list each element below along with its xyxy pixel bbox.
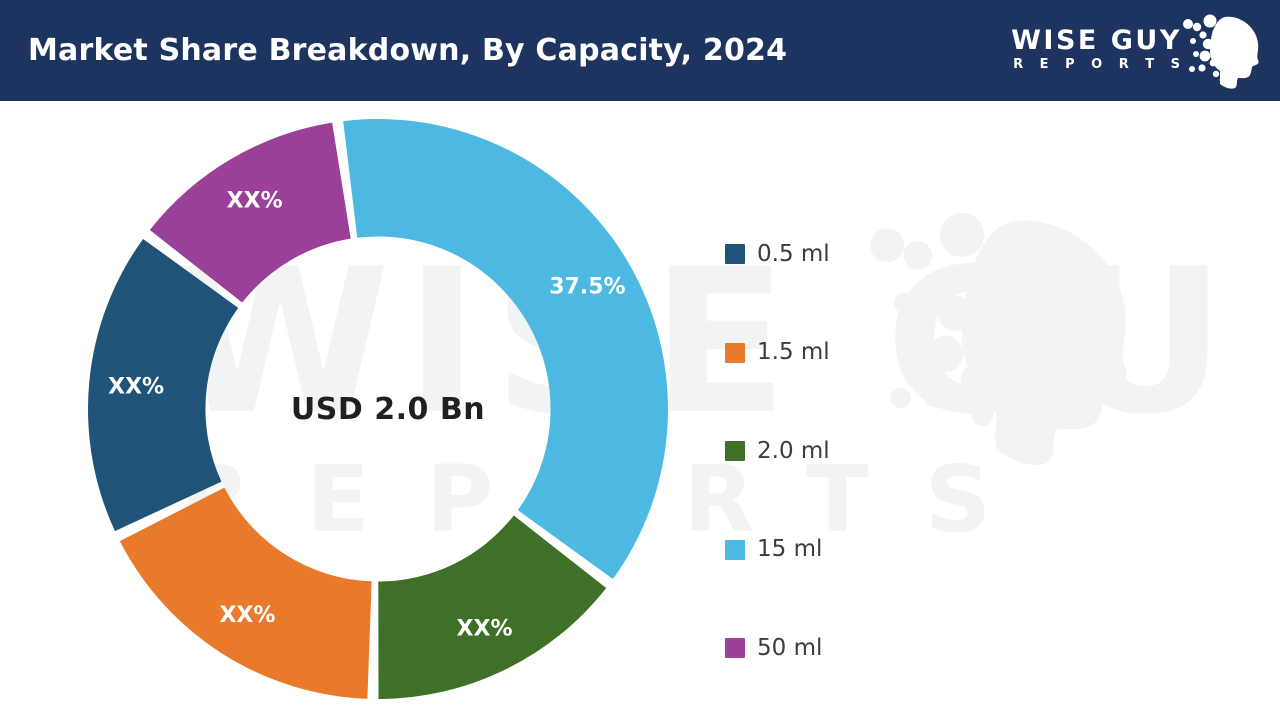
legend-swatch	[725, 342, 745, 363]
page-header: Market Share Breakdown, By Capacity, 202…	[0, 0, 1280, 101]
donut-slice[interactable]	[378, 515, 607, 699]
legend-swatch	[725, 539, 745, 560]
legend-swatch	[725, 441, 745, 461]
brand-logo-text: WISE GUY R E P O R T S	[1011, 24, 1186, 75]
donut-slice[interactable]	[119, 487, 372, 699]
brand-logo: WISE GUY R E P O R T S	[1011, 11, 1280, 91]
legend-item-label: 50 ml	[757, 634, 823, 661]
legend-item[interactable]: 0.5 ml	[725, 241, 985, 267]
legend-item-label: 0.5 ml	[757, 240, 830, 267]
donut-slice-labels: 37.5% XX% XX% XX% XX%	[108, 189, 625, 642]
legend-swatch	[725, 244, 745, 264]
donut-slice-label: XX%	[108, 375, 164, 400]
brand-logo-line1: WISE GUY	[1011, 24, 1182, 56]
legend-item-label: 1.5 ml	[757, 339, 830, 365]
donut-slice-label: 37.5%	[549, 275, 625, 300]
donut-slice-label: XX%	[457, 616, 513, 641]
chart-legend: 0.5 ml 1.5 ml 2.0 ml 15 ml 50 ml	[725, 241, 985, 661]
donut-chart: 37.5% XX% XX% XX% XX% USD 2.0 Bn	[87, 119, 688, 699]
donut-slice-label: XX%	[219, 603, 275, 628]
legend-item-label: 2.0 ml	[757, 437, 830, 464]
brand-logo-line2: R E P O R T S	[1013, 56, 1186, 72]
head-profile-dots-icon	[1183, 14, 1259, 89]
donut-slice[interactable]	[343, 119, 668, 580]
donut-slice[interactable]	[149, 122, 351, 303]
donut-slices	[87, 119, 668, 699]
donut-slice-label: XX%	[227, 189, 283, 214]
legend-swatch	[725, 638, 745, 658]
legend-item[interactable]: 50 ml	[725, 635, 985, 661]
legend-item-label: 15 ml	[757, 536, 823, 562]
legend-item[interactable]: 1.5 ml	[725, 340, 985, 366]
legend-item[interactable]: 15 ml	[725, 537, 985, 563]
donut-chart-svg: 37.5% XX% XX% XX% XX%	[87, 119, 668, 699]
legend-item[interactable]: 2.0 ml	[725, 438, 985, 464]
page-title: Market Share Breakdown, By Capacity, 202…	[28, 33, 788, 68]
donut-slice[interactable]	[87, 238, 239, 532]
